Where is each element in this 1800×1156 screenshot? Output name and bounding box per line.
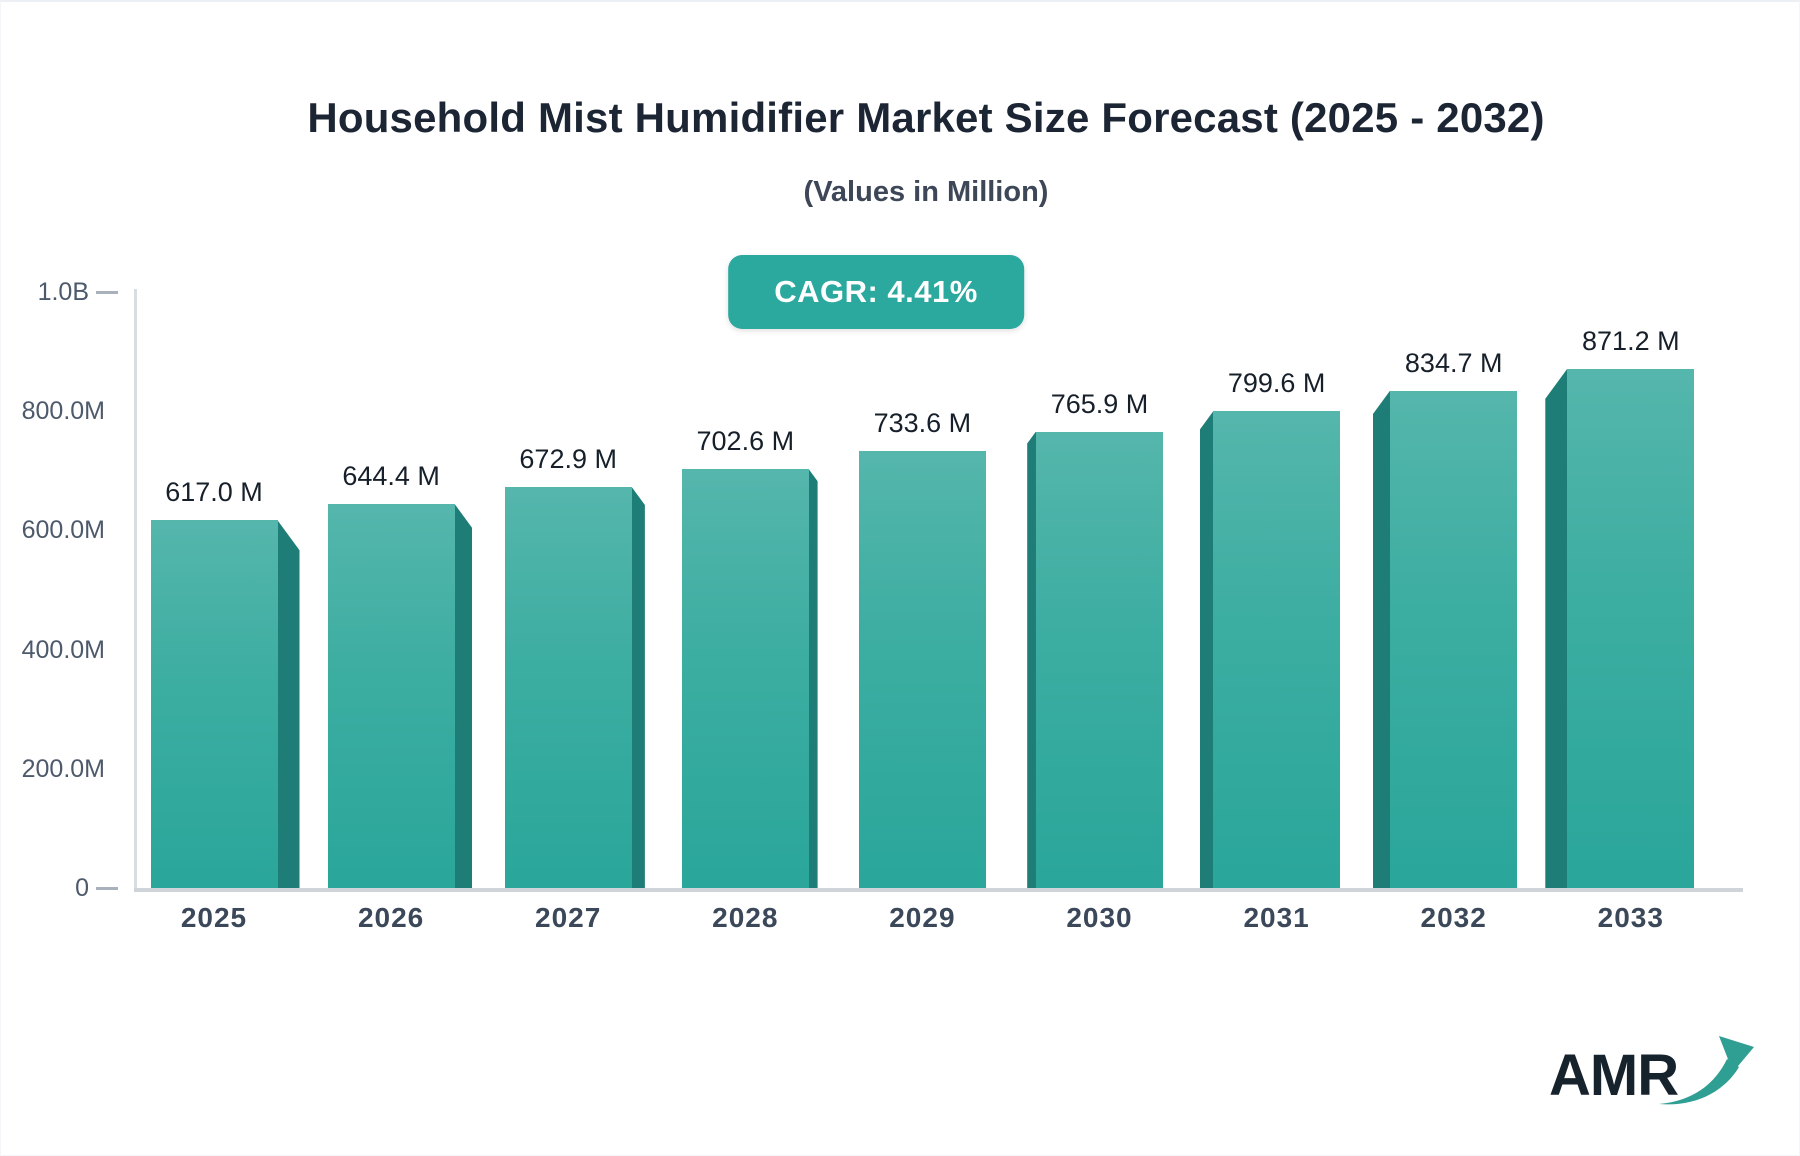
- x-axis-label: 2032: [1420, 902, 1487, 933]
- chart-title: Household Mist Humidifier Market Size Fo…: [307, 94, 1545, 141]
- bar-2032[interactable]: [1390, 390, 1518, 888]
- y-axis-tick: [96, 291, 118, 294]
- bar-value-label: 617.0 M: [165, 477, 263, 508]
- y-axis-label: 200.0M: [21, 754, 105, 783]
- bar-value-label: 733.6 M: [873, 407, 972, 438]
- y-axis-label: 1.0B: [37, 278, 89, 306]
- cagr-badge-label: CAGR: 4.41%: [774, 274, 978, 309]
- y-axis-label: 0: [75, 874, 89, 902]
- y-axis-label: 800.0M: [21, 397, 105, 426]
- y-axis-label: 600.0M: [21, 516, 105, 545]
- x-axis-baseline: [134, 888, 1743, 892]
- x-axis-label: 2030: [1066, 902, 1133, 933]
- bar-value-label: 871.2 M: [1582, 325, 1680, 356]
- bar-value-label: 799.6 M: [1227, 368, 1326, 399]
- amr-logo-text: AMR: [1549, 1043, 1679, 1108]
- y-axis-label: 400.0M: [21, 635, 105, 664]
- bar-value-label: 702.6 M: [696, 426, 795, 457]
- bar-value-label: 672.9 M: [519, 443, 617, 474]
- bar-side-face: [277, 520, 300, 888]
- bar-side-face: [454, 503, 473, 888]
- amr-logo: AMR: [1549, 1034, 1754, 1114]
- y-axis-tick: [96, 887, 118, 890]
- x-axis-label: 2027: [535, 902, 602, 933]
- bar-side-face: [1027, 431, 1036, 888]
- bar-value-label: 834.7 M: [1404, 347, 1503, 378]
- x-axis-label: 2026: [357, 902, 425, 933]
- bar-2030[interactable]: [1036, 431, 1163, 888]
- bar-2028[interactable]: [681, 469, 809, 888]
- y-axis-line: [134, 289, 137, 892]
- x-axis-label: 2025: [180, 902, 248, 933]
- bar-side-face: [808, 469, 818, 888]
- cagr-badge: CAGR: 4.41%: [728, 255, 1024, 329]
- x-axis-label: 2028: [712, 902, 779, 933]
- bar-side-face: [631, 486, 645, 888]
- bar-2027[interactable]: [504, 486, 632, 888]
- bar-side-face: [1545, 368, 1568, 888]
- x-axis-label: 2031: [1243, 902, 1310, 933]
- chart-subtitle: (Values in Million): [803, 176, 1049, 208]
- bar-2026[interactable]: [327, 503, 455, 888]
- x-axis-label: 2029: [889, 902, 956, 933]
- bar-side-face: [1372, 390, 1391, 888]
- bar-2031[interactable]: [1213, 411, 1341, 888]
- x-axis-label: 2033: [1597, 902, 1664, 933]
- bar-value-label: 644.4 M: [342, 460, 440, 491]
- bar-2033[interactable]: [1567, 368, 1695, 888]
- bar-side-face: [1199, 411, 1214, 888]
- bar-2025[interactable]: [150, 520, 278, 888]
- bar-value-label: 765.9 M: [1050, 388, 1149, 419]
- growth-arrow-icon: [1659, 1036, 1754, 1105]
- bar-2029[interactable]: [858, 450, 986, 888]
